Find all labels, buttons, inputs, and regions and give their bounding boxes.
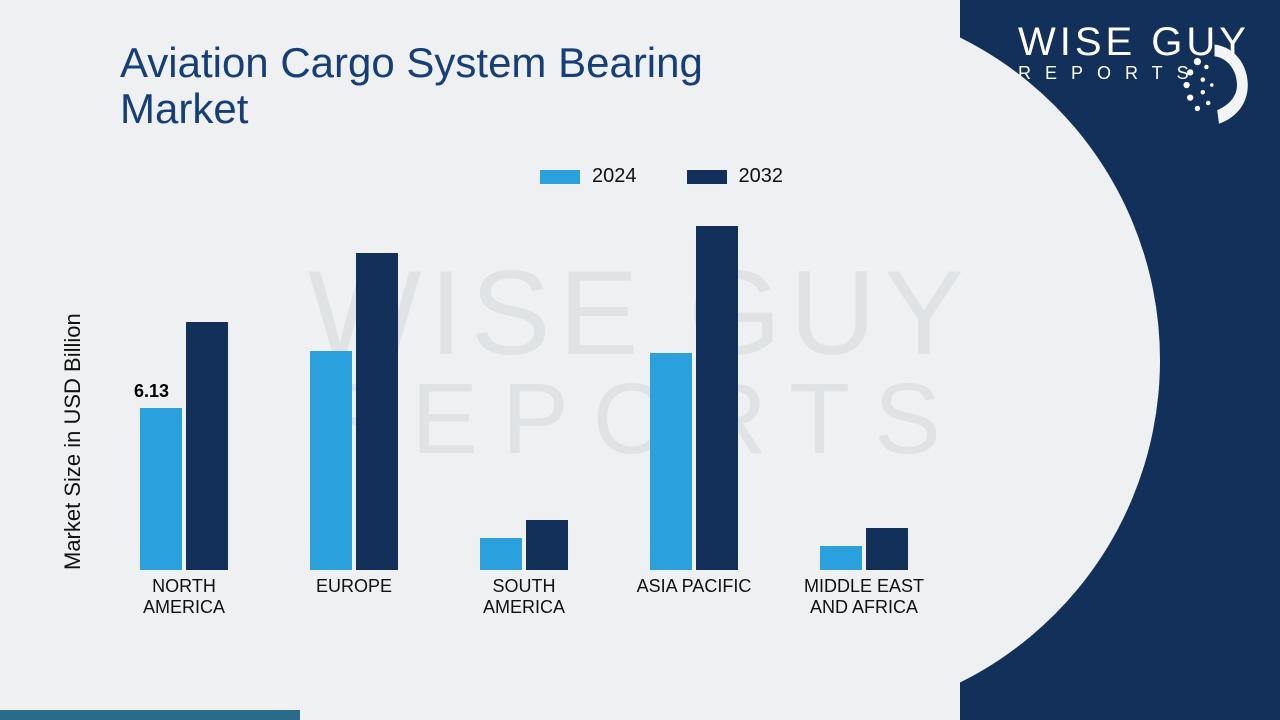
bar: [696, 226, 738, 570]
x-tick-label: EUROPE: [284, 576, 424, 597]
bar-value-label: 6.13: [134, 381, 169, 402]
bar: [526, 520, 568, 570]
bar: [310, 351, 352, 570]
legend-label: 2024: [592, 165, 637, 188]
legend-swatch: [687, 170, 727, 184]
y-axis-label: Market Size in USD Billion: [60, 313, 86, 570]
brand-logo: WISE GUY REPORTS: [1018, 20, 1250, 84]
legend-swatch: [540, 170, 580, 184]
bar: [650, 353, 692, 570]
legend-label: 2032: [739, 165, 784, 188]
x-tick-label: ASIA PACIFIC: [624, 576, 764, 597]
bar: [356, 253, 398, 570]
plot-area: NORTH AMERICAEUROPESOUTH AMERICAASIA PAC…: [120, 200, 960, 570]
bar: [820, 546, 862, 570]
bar: [140, 408, 182, 570]
x-tick-label: NORTH AMERICA: [114, 576, 254, 617]
x-tick-label: MIDDLE EAST AND AFRICA: [794, 576, 934, 617]
footer-accent-bar: [0, 710, 300, 720]
x-tick-label: SOUTH AMERICA: [454, 576, 594, 617]
logo-head-icon: [1165, 40, 1255, 130]
chart-card: WISE GUY REPORTS WISE GUY REPORTS Aviati…: [0, 0, 1280, 720]
bar: [186, 322, 228, 570]
chart-title: Aviation Cargo System Bearing Market: [120, 40, 840, 132]
legend-item: 2024: [540, 165, 637, 188]
legend-item: 2032: [687, 165, 784, 188]
bar: [866, 528, 908, 570]
bar: [480, 538, 522, 570]
legend: 2024 2032: [540, 165, 783, 188]
